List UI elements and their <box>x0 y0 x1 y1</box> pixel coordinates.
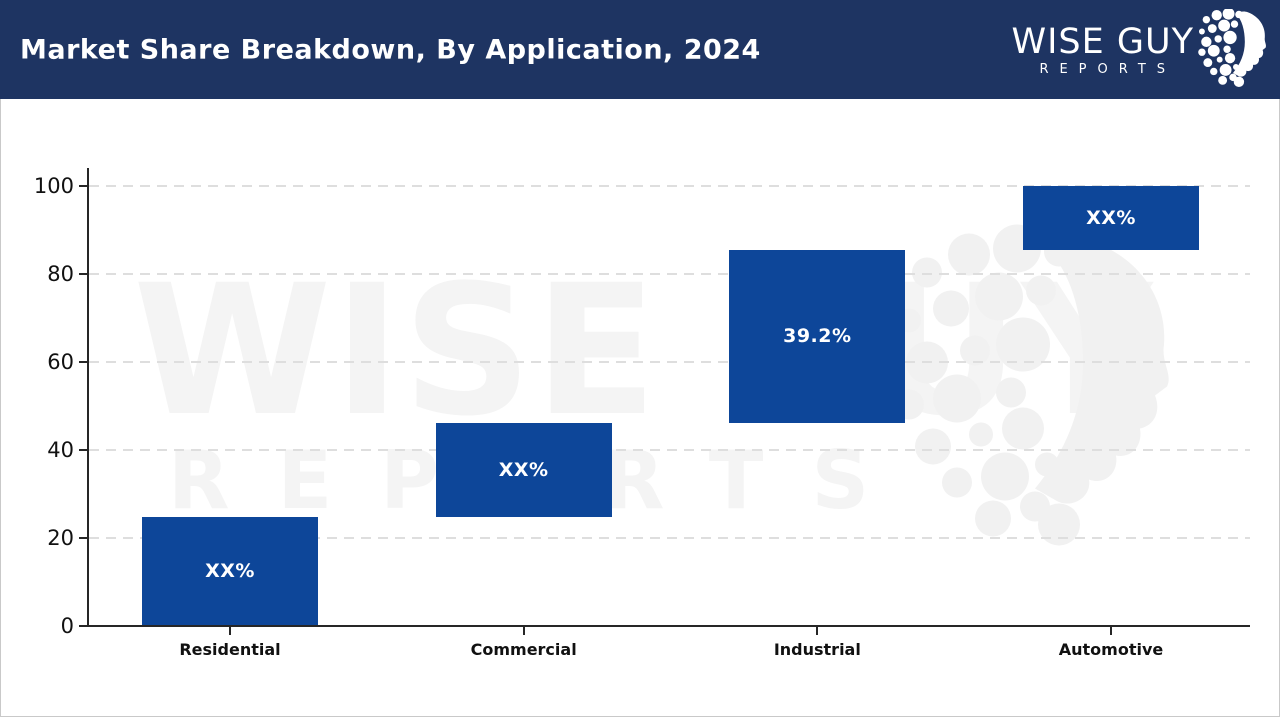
y-tick-20 <box>79 537 87 539</box>
x-tick-residential <box>229 627 231 635</box>
y-axis-line <box>87 168 89 627</box>
watermark-dotted-head-icon <box>894 224 1169 546</box>
logo-wiseguy-text: WISE GUY <box>1011 21 1194 62</box>
y-tick-label-80: 80 <box>47 262 74 286</box>
y-tick-label-0: 0 <box>60 614 74 638</box>
y-tick-0 <box>79 625 87 627</box>
y-tick-40 <box>79 449 87 451</box>
y-tick-label-60: 60 <box>47 350 74 374</box>
x-tick-label-residential: Residential <box>179 640 281 659</box>
gridline-80 <box>89 273 1250 275</box>
x-tick-label-automotive: Automotive <box>1058 640 1164 659</box>
wise-guy-reports-logo: WISE GUY REPORTS <box>1011 6 1270 94</box>
bar-residential: XX% <box>142 516 318 626</box>
gridline-20 <box>89 537 1250 539</box>
bar-value-label: XX% <box>498 458 549 481</box>
gridline-40 <box>89 449 1250 451</box>
gridline-60 <box>89 361 1250 363</box>
y-tick-label-20: 20 <box>47 526 74 550</box>
y-tick-100 <box>79 185 87 187</box>
y-tick-label-100: 100 <box>33 174 74 198</box>
bar-industrial: 39.2% <box>729 250 906 423</box>
x-tick-automotive <box>1110 627 1112 635</box>
bar-value-label: XX% <box>1086 207 1136 230</box>
y-tick-60 <box>79 361 87 363</box>
gridline-100 <box>89 185 1250 187</box>
bar-automotive: XX% <box>1023 186 1199 251</box>
x-tick-label-industrial: Industrial <box>773 640 861 659</box>
x-axis-line <box>87 625 1250 627</box>
y-tick-label-40: 40 <box>47 438 74 462</box>
x-tick-industrial <box>816 627 819 635</box>
x-tick-commercial <box>522 627 525 635</box>
x-tick-label-commercial: Commercial <box>470 640 577 659</box>
logo-reports-text: REPORTS <box>1039 62 1177 78</box>
logo-text: WISE GUY REPORTS <box>1011 23 1194 78</box>
bar-value-label: XX% <box>205 560 255 583</box>
y-tick-80 <box>79 273 87 275</box>
header-bar: Market Share Breakdown, By Application, … <box>0 0 1280 99</box>
page-title: Market Share Breakdown, By Application, … <box>20 34 761 65</box>
bar-value-label: 39.2% <box>783 325 852 348</box>
bar-commercial: XX% <box>435 422 612 517</box>
logo-dotted-head-icon <box>1198 9 1266 87</box>
